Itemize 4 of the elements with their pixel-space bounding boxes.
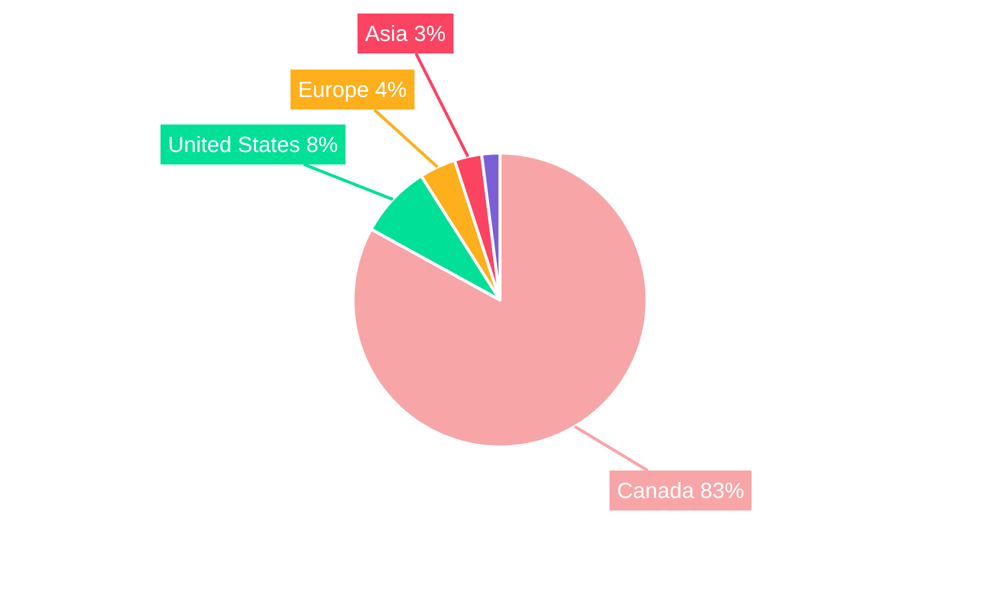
slice-label: Canada 83% — [617, 478, 744, 503]
slice-label: United States 8% — [168, 132, 338, 157]
slice-label: Asia 3% — [365, 21, 446, 46]
slice-label: Europe 4% — [298, 77, 407, 102]
